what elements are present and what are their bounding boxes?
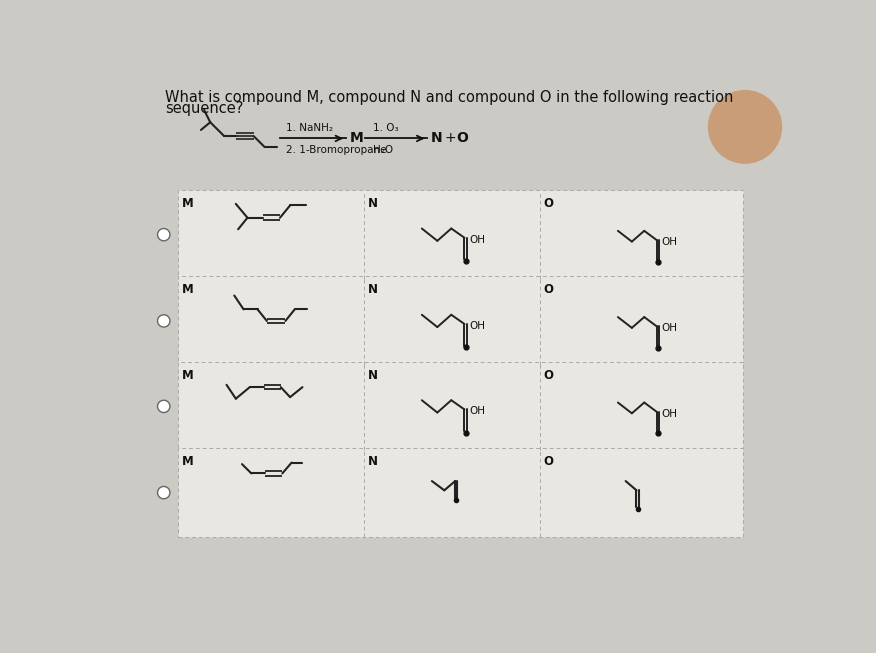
Text: N: N [368, 455, 378, 468]
Text: O: O [543, 369, 554, 381]
Circle shape [708, 90, 782, 164]
Circle shape [158, 486, 170, 499]
Text: +: + [444, 131, 456, 146]
Text: O: O [543, 283, 554, 296]
Circle shape [158, 400, 170, 413]
Circle shape [158, 315, 170, 327]
Text: 1. NaNH₂: 1. NaNH₂ [286, 123, 333, 133]
Text: OH: OH [661, 409, 677, 419]
Text: N: N [368, 283, 378, 296]
Text: 2. 1-Bromopropane: 2. 1-Bromopropane [286, 144, 386, 155]
Text: OH: OH [661, 323, 677, 333]
Text: OH: OH [661, 237, 677, 247]
Text: M: M [181, 283, 194, 296]
Text: O: O [543, 197, 554, 210]
Text: N: N [368, 197, 378, 210]
Bar [178, 448, 744, 537]
Text: What is compound M, compound N and compound O in the following reaction: What is compound M, compound N and compo… [166, 90, 734, 105]
Text: H₂O: H₂O [373, 144, 393, 155]
Bar [178, 276, 744, 365]
Circle shape [158, 229, 170, 241]
Text: N: N [431, 131, 442, 146]
Text: sequence?: sequence? [166, 101, 244, 116]
Text: M: M [350, 131, 364, 146]
Text: 1. O₃: 1. O₃ [373, 123, 399, 133]
Bar [178, 362, 744, 451]
Bar [178, 190, 744, 279]
Text: M: M [181, 455, 194, 468]
Text: OH: OH [470, 321, 485, 331]
Text: OH: OH [470, 234, 485, 245]
Text: M: M [181, 369, 194, 381]
Text: OH: OH [470, 406, 485, 417]
Text: O: O [543, 455, 554, 468]
Text: N: N [368, 369, 378, 381]
Text: O: O [456, 131, 469, 146]
Text: M: M [181, 197, 194, 210]
